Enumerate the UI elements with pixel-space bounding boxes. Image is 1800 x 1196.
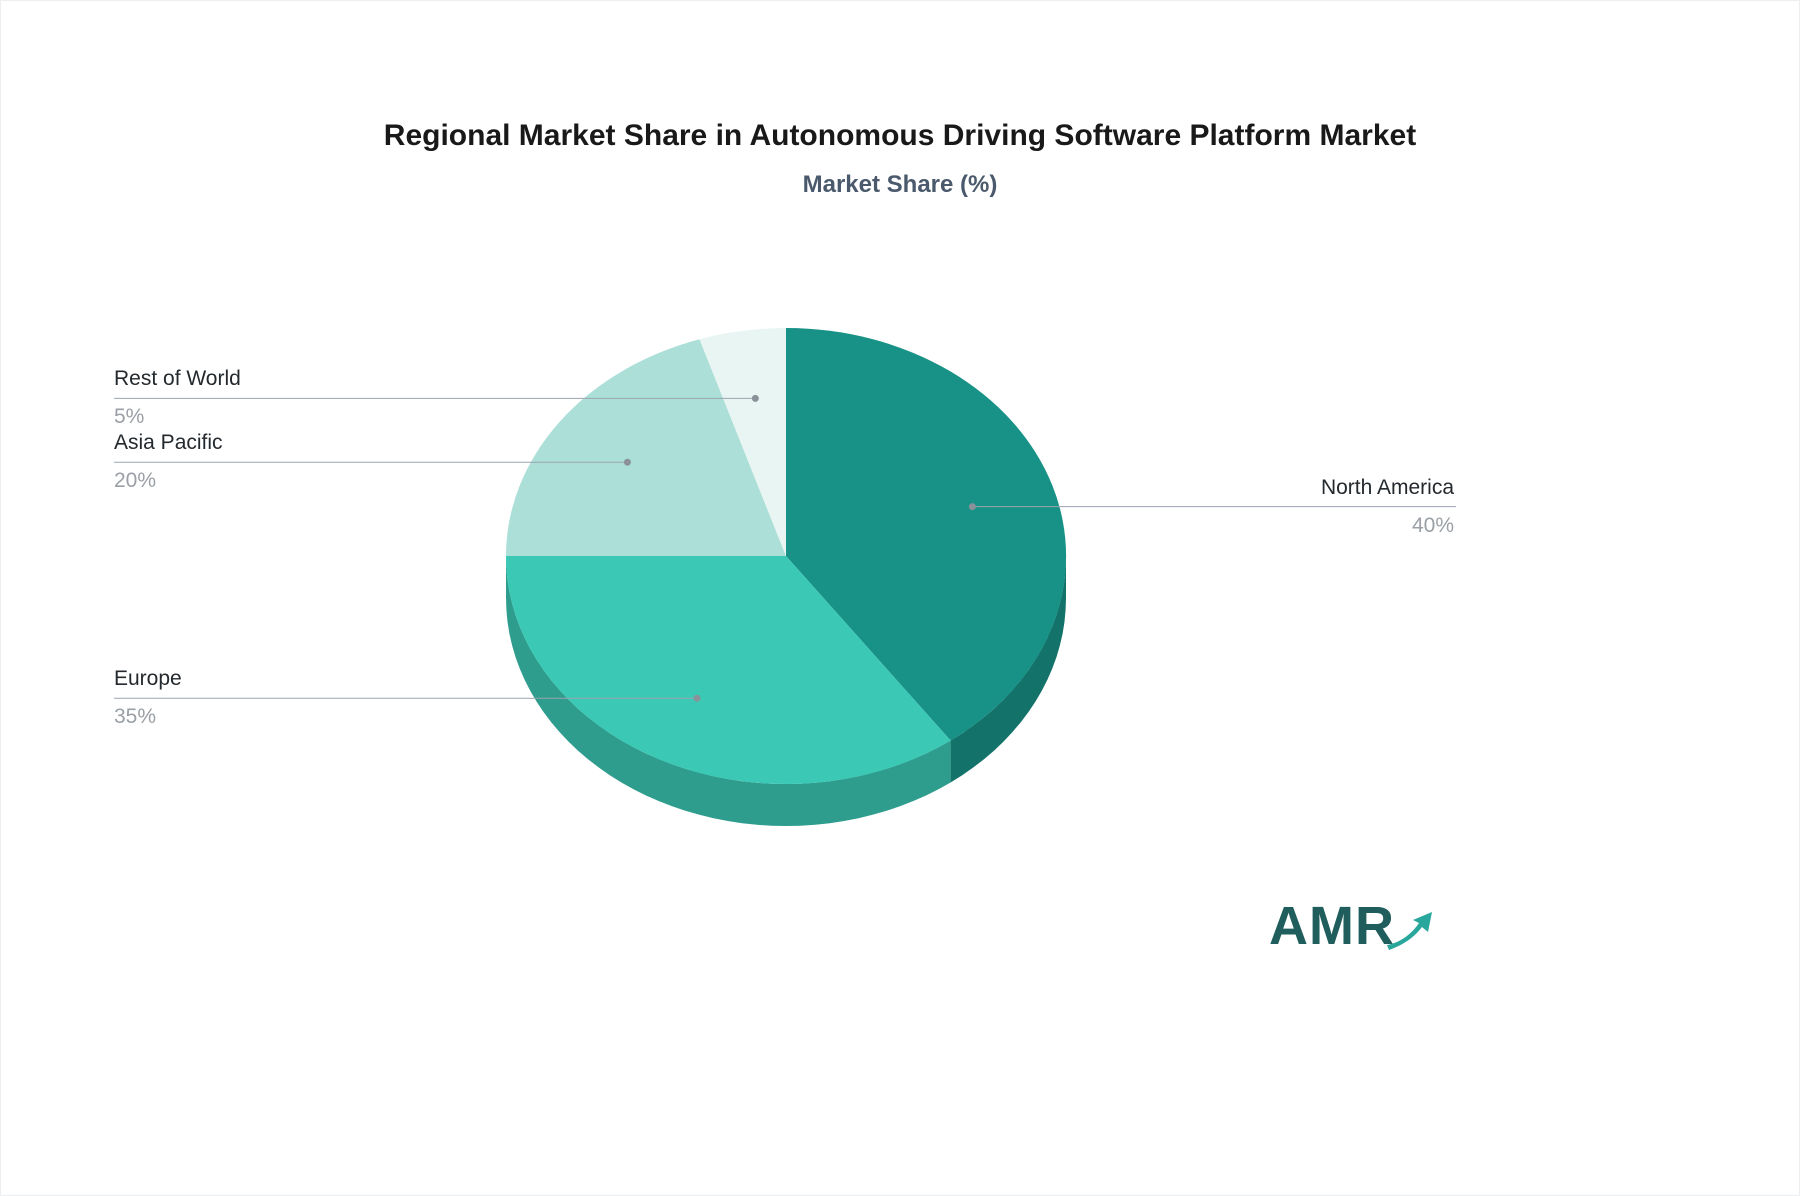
pie-slice-rest-of-world xyxy=(699,328,786,556)
pie-slice-north-america xyxy=(786,327,1067,741)
chart-subtitle: Market Share (%) xyxy=(802,171,998,198)
slice-value: 35% xyxy=(114,705,157,729)
slice-value: 20% xyxy=(114,469,157,493)
leader-dot-europe xyxy=(693,694,701,702)
leader-dot-asia-pacific xyxy=(623,458,631,466)
chart-title: Regional Market Share in Autonomous Driv… xyxy=(383,119,1417,152)
logo-text: AMR xyxy=(1269,896,1395,956)
pie-slice-side-north-america xyxy=(950,556,1066,783)
slice-value: 40% xyxy=(1411,513,1454,537)
slice-name: Europe xyxy=(114,667,182,691)
pie-slice-asia-pacific xyxy=(506,339,786,556)
pie-slice-europe xyxy=(505,556,951,785)
slice-label-rest-of-world: Rest of World 5% xyxy=(114,364,241,432)
slice-label-europe: Europe 35% xyxy=(114,664,182,732)
leader-dot-north-america xyxy=(968,503,976,511)
slice-name: Asia Pacific xyxy=(114,431,223,455)
slice-label-asia-pacific: Asia Pacific 20% xyxy=(114,428,223,496)
slice-value: 5% xyxy=(114,405,145,429)
amr-logo: AMR xyxy=(1269,895,1433,957)
slice-name: North America xyxy=(1320,475,1454,499)
leader-dot-rest-of-world xyxy=(751,394,759,402)
pie-slice-side-europe xyxy=(506,556,951,826)
slice-label-north-america: North America 40% xyxy=(1321,473,1454,541)
logo-arrow-icon xyxy=(1387,912,1432,950)
slice-name: Rest of World xyxy=(114,367,241,391)
